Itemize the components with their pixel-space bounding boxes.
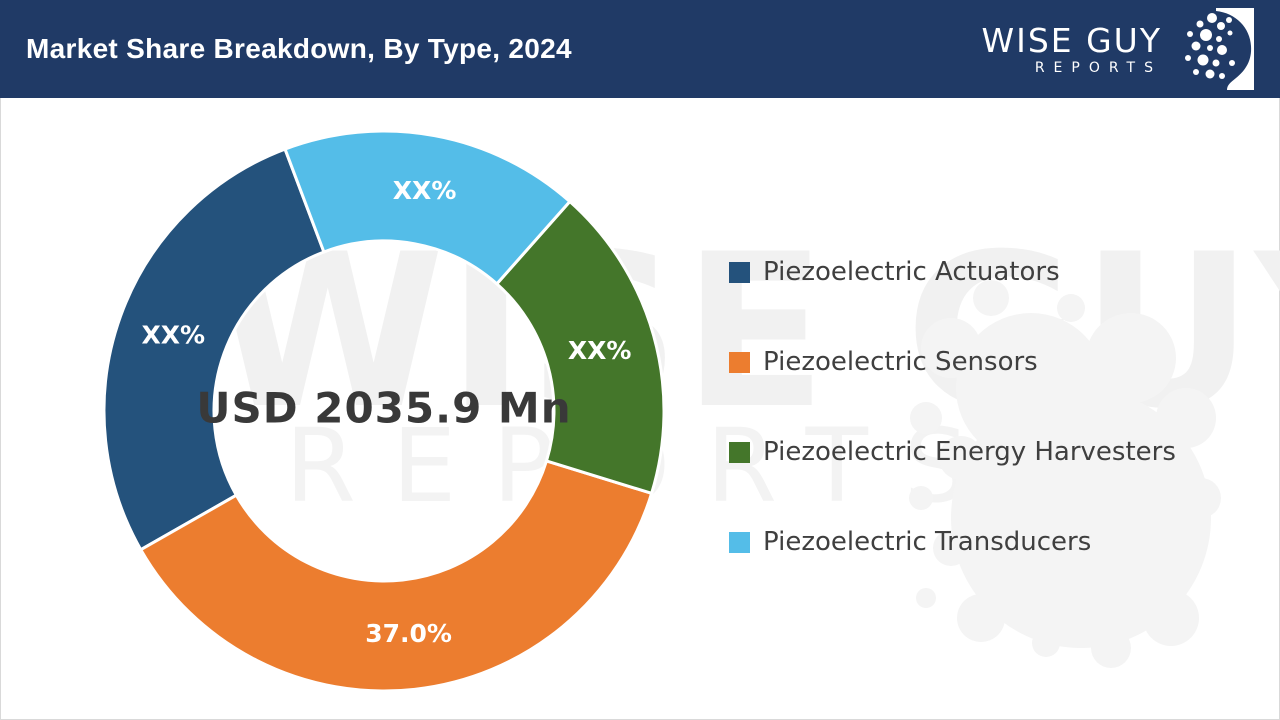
donut-chart: XX% 37.0% XX% XX%: [102, 129, 666, 693]
header-bar: Market Share Breakdown, By Type, 2024 WI…: [0, 0, 1280, 98]
chart-legend: Piezoelectric Actuators Piezoelectric Sen…: [729, 257, 1176, 557]
slice-percentage-label: XX%: [568, 336, 632, 365]
legend-swatch: [729, 531, 750, 553]
legend-item: Piezoelectric Energy Harvesters: [729, 437, 1176, 467]
logo-text: WISE GUY REPORTS: [981, 24, 1162, 75]
legend-label: Piezoelectric Actuators: [763, 257, 1060, 287]
legend-label: Piezoelectric Sensors: [763, 347, 1038, 377]
legend-item: Piezoelectric Sensors: [729, 347, 1176, 377]
slice-percentage-label: 37.0%: [365, 619, 452, 648]
donut-center-value: USD 2035.9 Mn: [196, 383, 572, 433]
logo-subtitle: REPORTS: [1034, 59, 1162, 76]
legend-swatch: [729, 261, 750, 283]
page-title: Market Share Breakdown, By Type, 2024: [26, 33, 572, 64]
legend-swatch: [729, 351, 750, 373]
legend-label: Piezoelectric Energy Harvesters: [763, 437, 1176, 467]
legend-label: Piezoelectric Transducers: [763, 527, 1092, 557]
slice-percentage-label: XX%: [141, 321, 205, 350]
legend-item: Piezoelectric Transducers: [729, 527, 1176, 557]
chart-canvas: WISE GUY REPORTS XX%37.0%XX%XX% USD 2035…: [0, 98, 1280, 720]
legend-item: Piezoelectric Actuators: [729, 257, 1176, 287]
donut-slice-2: [139, 459, 654, 693]
legend-swatch: [729, 441, 750, 463]
logo-wordmark: WISE GUY: [981, 20, 1162, 60]
donut-slice-4: [283, 129, 572, 286]
slice-percentage-label: XX%: [393, 176, 457, 205]
donut-slice-3: [495, 200, 666, 495]
wiseguy-logo: WISE GUY REPORTS: [981, 8, 1254, 90]
donut-slice-1: [102, 147, 326, 552]
watermark-face-icon: [909, 280, 1221, 668]
logo-face-icon: [1185, 8, 1254, 90]
